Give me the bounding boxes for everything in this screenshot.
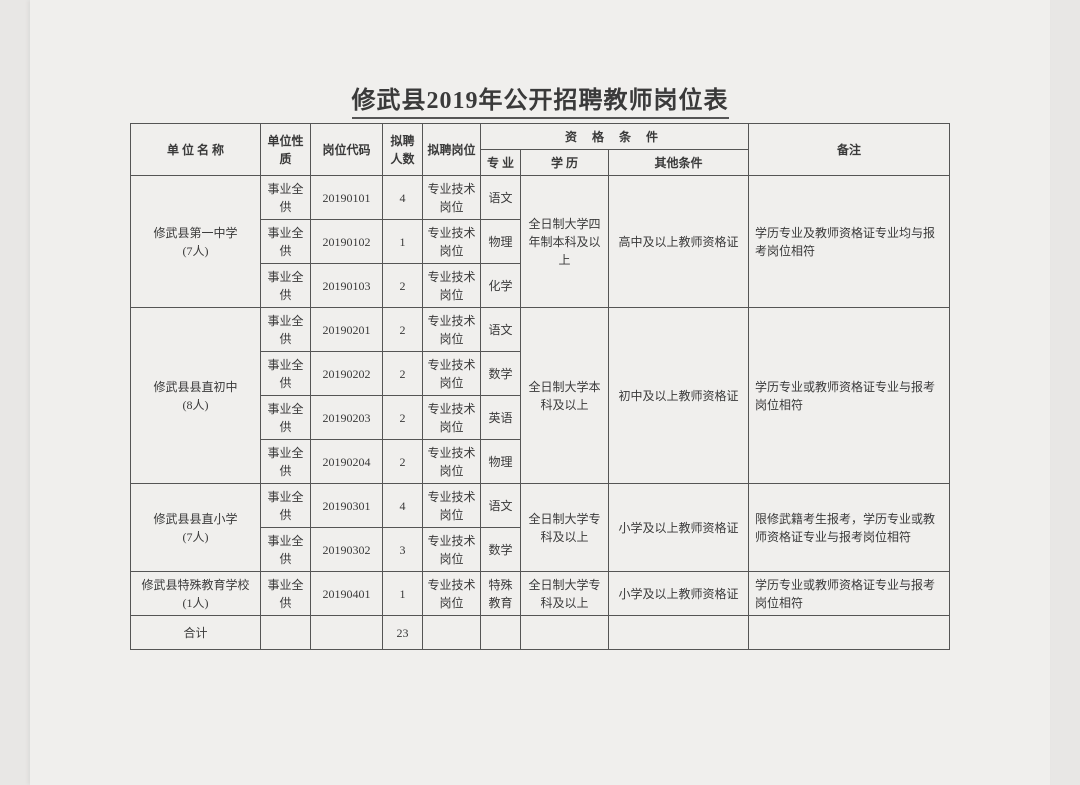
cell-major: 语文 (481, 308, 521, 352)
cell-count: 2 (383, 396, 423, 440)
cell-unit: 修武县特殊教育学校(1人) (131, 572, 261, 616)
cell-empty (423, 616, 481, 650)
cell-major: 物理 (481, 440, 521, 484)
cell-count: 4 (383, 176, 423, 220)
table-row: 修武县特殊教育学校(1人)事业全供201904011专业技术岗位特殊教育全日制大… (131, 572, 950, 616)
cell-empty (311, 616, 383, 650)
cell-position: 专业技术岗位 (423, 396, 481, 440)
cell-code: 20190201 (311, 308, 383, 352)
cell-count: 3 (383, 528, 423, 572)
th-code: 岗位代码 (311, 124, 383, 176)
table-row: 修武县县直小学(7人)事业全供201903014专业技术岗位语文全日制大学专科及… (131, 484, 950, 528)
table-row: 修武县第一中学(7人)事业全供201901014专业技术岗位语文全日制大学四年制… (131, 176, 950, 220)
cell-code: 20190301 (311, 484, 383, 528)
cell-major: 语文 (481, 484, 521, 528)
cell-code: 20190202 (311, 352, 383, 396)
cell-education: 全日制大学专科及以上 (521, 484, 609, 572)
th-note: 备注 (749, 124, 950, 176)
cell-code: 20190101 (311, 176, 383, 220)
cell-empty (609, 616, 749, 650)
cell-education: 全日制大学四年制本科及以上 (521, 176, 609, 308)
cell-major: 化学 (481, 264, 521, 308)
cell-position: 专业技术岗位 (423, 484, 481, 528)
cell-position: 专业技术岗位 (423, 528, 481, 572)
cell-unit-type: 事业全供 (261, 220, 311, 264)
cell-other: 小学及以上教师资格证 (609, 572, 749, 616)
cell-note: 学历专业或教师资格证专业与报考岗位相符 (749, 572, 950, 616)
cell-count: 2 (383, 264, 423, 308)
cell-note: 限修武籍考生报考，学历专业或教师资格证专业与报考岗位相符 (749, 484, 950, 572)
cell-major: 特殊教育 (481, 572, 521, 616)
cell-position: 专业技术岗位 (423, 440, 481, 484)
th-position: 拟聘岗位 (423, 124, 481, 176)
cell-total-count: 23 (383, 616, 423, 650)
cell-unit-type: 事业全供 (261, 176, 311, 220)
title-wrap: 修武县2019年公开招聘教师岗位表 (130, 80, 950, 119)
table-row: 修武县县直初中(8人)事业全供201902012专业技术岗位语文全日制大学本科及… (131, 308, 950, 352)
cell-code: 20190204 (311, 440, 383, 484)
cell-education: 全日制大学专科及以上 (521, 572, 609, 616)
cell-empty (749, 616, 950, 650)
paper-sheet: 修武县2019年公开招聘教师岗位表 单 位 名 称 单位性质 岗位代码 拟聘人数… (30, 0, 1050, 785)
cell-unit-type: 事业全供 (261, 308, 311, 352)
total-row: 合计 23 (131, 616, 950, 650)
cell-other: 初中及以上教师资格证 (609, 308, 749, 484)
cell-position: 专业技术岗位 (423, 176, 481, 220)
th-education: 学 历 (521, 150, 609, 176)
cell-code: 20190102 (311, 220, 383, 264)
cell-unit-type: 事业全供 (261, 352, 311, 396)
cell-other: 小学及以上教师资格证 (609, 484, 749, 572)
cell-note: 学历专业或教师资格证专业与报考岗位相符 (749, 308, 950, 484)
th-count: 拟聘人数 (383, 124, 423, 176)
cell-note: 学历专业及教师资格证专业均与报考岗位相符 (749, 176, 950, 308)
cell-major: 物理 (481, 220, 521, 264)
cell-count: 1 (383, 572, 423, 616)
cell-count: 1 (383, 220, 423, 264)
cell-count: 2 (383, 352, 423, 396)
cell-unit-type: 事业全供 (261, 396, 311, 440)
th-qualification: 资 格 条 件 (481, 124, 749, 150)
cell-code: 20190302 (311, 528, 383, 572)
cell-unit-type: 事业全供 (261, 440, 311, 484)
th-unit: 单 位 名 称 (131, 124, 261, 176)
cell-unit-type: 事业全供 (261, 484, 311, 528)
page-title: 修武县2019年公开招聘教师岗位表 (352, 80, 729, 119)
cell-code: 20190203 (311, 396, 383, 440)
cell-unit-type: 事业全供 (261, 264, 311, 308)
cell-count: 4 (383, 484, 423, 528)
th-other: 其他条件 (609, 150, 749, 176)
cell-position: 专业技术岗位 (423, 572, 481, 616)
cell-position: 专业技术岗位 (423, 308, 481, 352)
th-unit-type: 单位性质 (261, 124, 311, 176)
cell-position: 专业技术岗位 (423, 220, 481, 264)
cell-empty (261, 616, 311, 650)
cell-unit: 修武县第一中学(7人) (131, 176, 261, 308)
content-area: 修武县2019年公开招聘教师岗位表 单 位 名 称 单位性质 岗位代码 拟聘人数… (30, 0, 1050, 650)
cell-unit-type: 事业全供 (261, 572, 311, 616)
cell-other: 高中及以上教师资格证 (609, 176, 749, 308)
cell-position: 专业技术岗位 (423, 352, 481, 396)
cell-empty (481, 616, 521, 650)
cell-unit: 修武县县直小学(7人) (131, 484, 261, 572)
th-major: 专 业 (481, 150, 521, 176)
cell-unit: 修武县县直初中(8人) (131, 308, 261, 484)
cell-empty (521, 616, 609, 650)
cell-count: 2 (383, 440, 423, 484)
cell-major: 数学 (481, 528, 521, 572)
cell-major: 数学 (481, 352, 521, 396)
cell-count: 2 (383, 308, 423, 352)
cell-total-label: 合计 (131, 616, 261, 650)
cell-education: 全日制大学本科及以上 (521, 308, 609, 484)
cell-major: 英语 (481, 396, 521, 440)
cell-code: 20190103 (311, 264, 383, 308)
cell-code: 20190401 (311, 572, 383, 616)
recruitment-table: 单 位 名 称 单位性质 岗位代码 拟聘人数 拟聘岗位 资 格 条 件 备注 专… (130, 123, 950, 650)
header-row-1: 单 位 名 称 单位性质 岗位代码 拟聘人数 拟聘岗位 资 格 条 件 备注 (131, 124, 950, 150)
cell-major: 语文 (481, 176, 521, 220)
cell-position: 专业技术岗位 (423, 264, 481, 308)
cell-unit-type: 事业全供 (261, 528, 311, 572)
table-body: 修武县第一中学(7人)事业全供201901014专业技术岗位语文全日制大学四年制… (131, 176, 950, 650)
